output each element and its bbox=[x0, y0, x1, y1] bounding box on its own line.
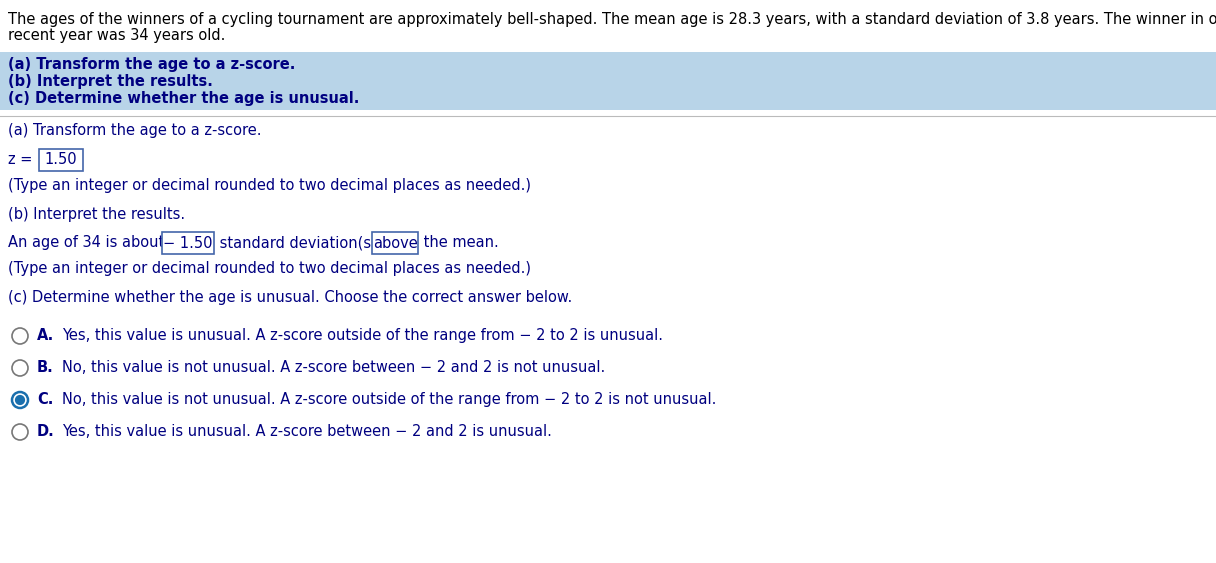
Text: (Type an integer or decimal rounded to two decimal places as needed.): (Type an integer or decimal rounded to t… bbox=[9, 261, 531, 276]
Text: No, this value is not unusual. A z-score between − 2 and 2 is not unusual.: No, this value is not unusual. A z-score… bbox=[62, 360, 606, 375]
Text: standard deviation(s): standard deviation(s) bbox=[215, 235, 382, 250]
Text: above: above bbox=[372, 235, 417, 251]
Text: C.: C. bbox=[36, 392, 54, 407]
Text: Yes, this value is unusual. A z-score between − 2 and 2 is unusual.: Yes, this value is unusual. A z-score be… bbox=[62, 424, 552, 439]
FancyBboxPatch shape bbox=[162, 232, 214, 254]
Text: D.: D. bbox=[36, 424, 55, 439]
Text: recent year was 34 years old.: recent year was 34 years old. bbox=[9, 28, 225, 43]
Text: (b) Interpret the results.: (b) Interpret the results. bbox=[9, 207, 185, 222]
Text: the mean.: the mean. bbox=[420, 235, 499, 250]
Text: The ages of the winners of a cycling tournament are approximately bell-shaped. T: The ages of the winners of a cycling tou… bbox=[9, 12, 1216, 27]
Circle shape bbox=[16, 396, 24, 404]
Text: A.: A. bbox=[36, 328, 55, 343]
Text: (Type an integer or decimal rounded to two decimal places as needed.): (Type an integer or decimal rounded to t… bbox=[9, 178, 531, 193]
Text: (a) Transform the age to a z-score.: (a) Transform the age to a z-score. bbox=[9, 57, 295, 72]
Text: (c) Determine whether the age is unusual.: (c) Determine whether the age is unusual… bbox=[9, 91, 360, 106]
Text: Yes, this value is unusual. A z-score outside of the range from − 2 to 2 is unus: Yes, this value is unusual. A z-score ou… bbox=[62, 328, 663, 343]
Text: (c) Determine whether the age is unusual. Choose the correct answer below.: (c) Determine whether the age is unusual… bbox=[9, 290, 573, 305]
Text: (a) Transform the age to a z-score.: (a) Transform the age to a z-score. bbox=[9, 123, 261, 138]
Text: B.: B. bbox=[36, 360, 54, 375]
Text: z =: z = bbox=[9, 152, 36, 167]
Text: (b) Interpret the results.: (b) Interpret the results. bbox=[9, 74, 213, 89]
FancyBboxPatch shape bbox=[372, 232, 418, 254]
Text: − 1.50: − 1.50 bbox=[163, 235, 213, 251]
FancyBboxPatch shape bbox=[39, 149, 83, 171]
Bar bbox=[0, 52, 1216, 110]
Text: An age of 34 is about: An age of 34 is about bbox=[9, 235, 169, 250]
Text: 1.50: 1.50 bbox=[45, 153, 78, 168]
Text: No, this value is not unusual. A z-score outside of the range from − 2 to 2 is n: No, this value is not unusual. A z-score… bbox=[62, 392, 716, 407]
